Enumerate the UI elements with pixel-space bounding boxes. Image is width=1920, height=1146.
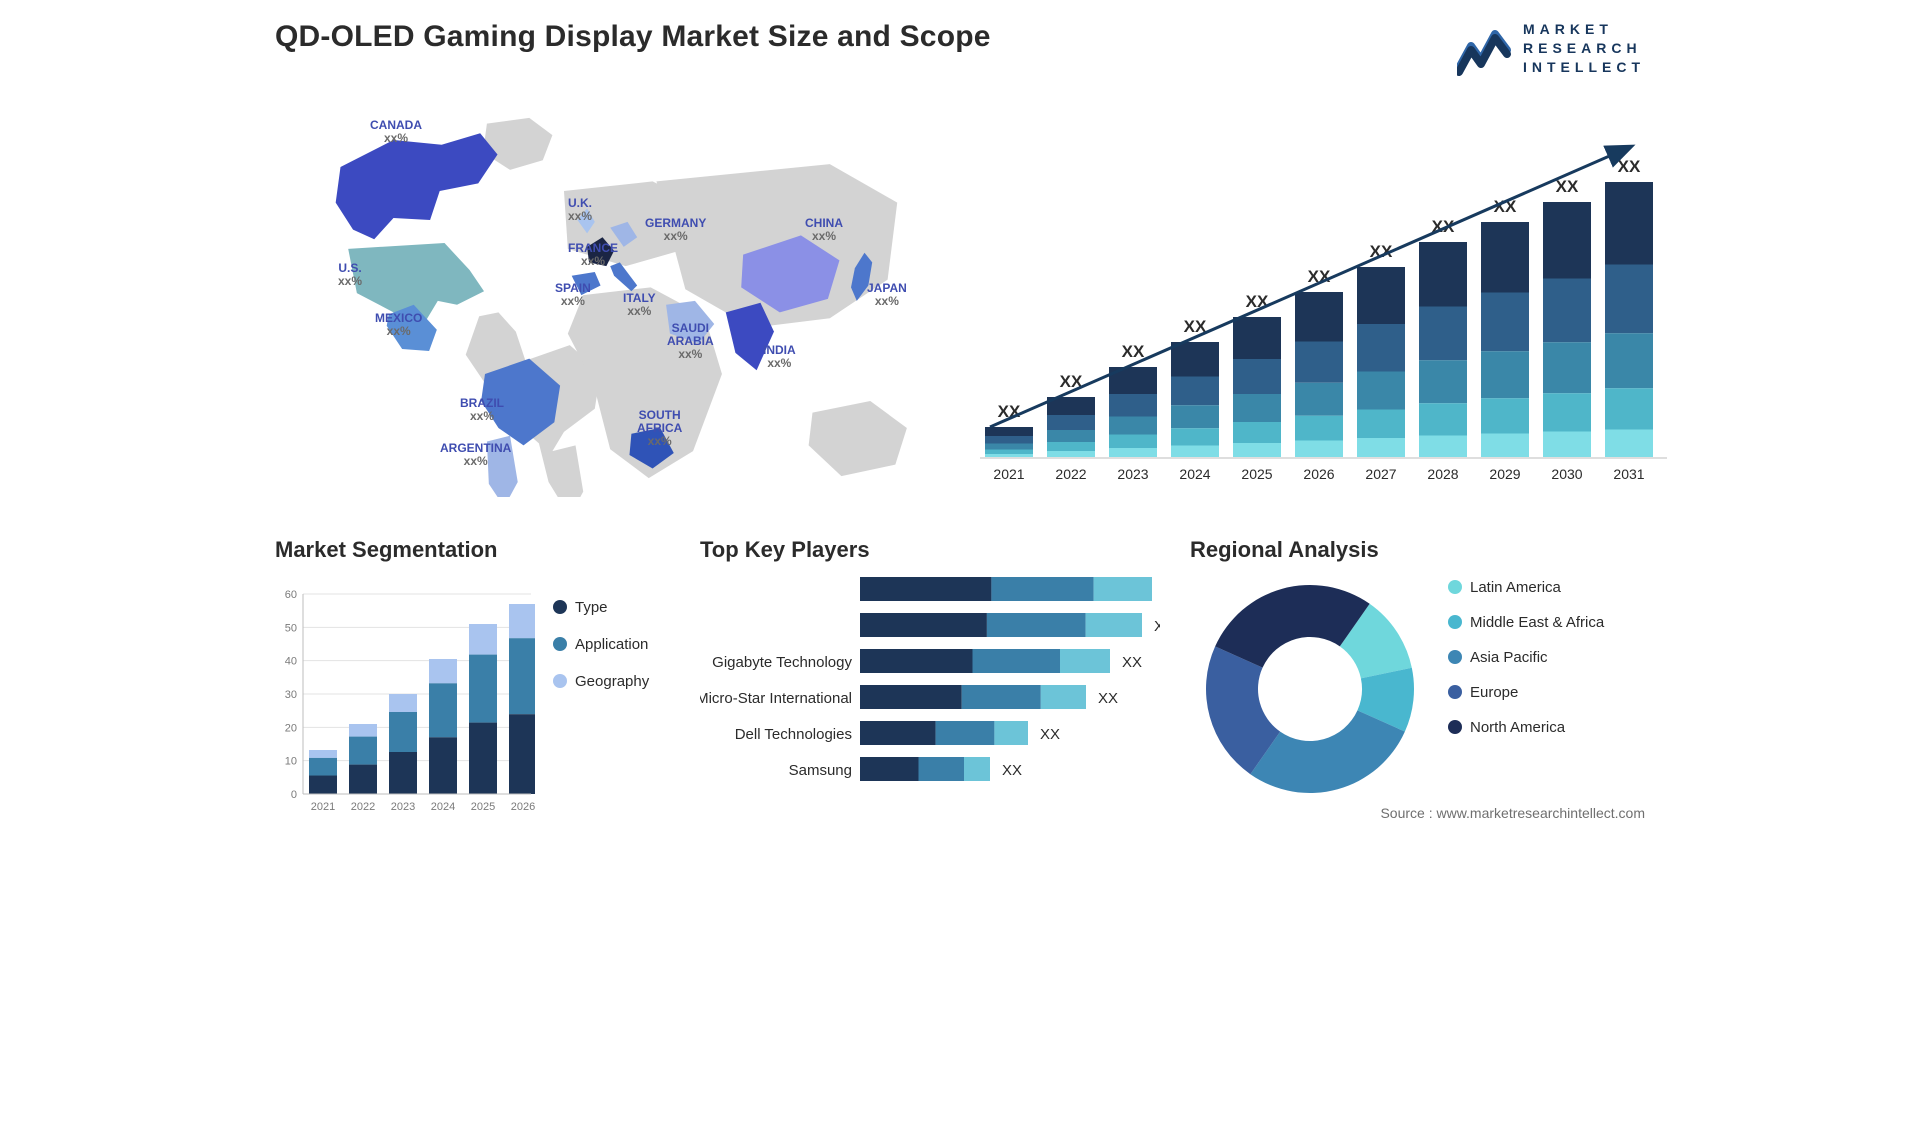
svg-text:40: 40 [285,655,297,667]
world-map-svg [275,97,930,497]
svg-text:XX: XX [1002,762,1022,779]
svg-text:50: 50 [285,622,297,634]
world-map-panel: CANADAxx% U.S.xx% MEXICOxx% BRAZILxx% ARGENT… [275,97,930,497]
legend-item: Geography [553,673,649,690]
svg-text:2031: 2031 [1613,466,1644,482]
svg-text:10: 10 [285,755,297,767]
svg-text:Samsung: Samsung [789,762,852,779]
legend-item: North America [1448,719,1604,736]
svg-text:2026: 2026 [511,801,535,813]
svg-text:2023: 2023 [391,801,415,813]
header-row: QD-OLED Gaming Display Market Size and S… [245,20,1675,87]
map-label: SPAINxx% [555,282,591,308]
brand-logo-text: MARKET RESEARCH INTELLECT [1523,20,1645,77]
top-row: CANADAxx% U.S.xx% MEXICOxx% BRAZILxx% ARGENT… [245,87,1675,517]
legend-item: Middle East & Africa [1448,614,1604,631]
svg-text:2024: 2024 [1179,466,1210,482]
top-players-title: Top Key Players [700,537,1160,563]
page-root: QD-OLED Gaming Display Market Size and S… [245,0,1675,819]
legend-item: Asia Pacific [1448,649,1604,666]
page-title: QD-OLED Gaming Display Market Size and S… [275,20,991,54]
svg-text:2022: 2022 [351,801,375,813]
map-label: CANADAxx% [370,119,422,145]
map-label: ITALYxx% [623,292,656,318]
svg-text:XX: XX [1040,726,1060,743]
top-players-svg: XX XX XX Gigabyte Technology XX Micro-Star In… [700,569,1160,819]
segmentation-legend: Type Application Geography [553,569,649,819]
svg-text:2021: 2021 [311,801,335,813]
svg-text:30: 30 [285,689,297,701]
map-label: MEXICOxx% [375,312,422,338]
svg-text:Dell Technologies: Dell Technologies [735,726,852,743]
regional-title: Regional Analysis [1190,537,1638,563]
svg-text:2025: 2025 [471,801,495,813]
legend-item: Latin America [1448,579,1604,596]
map-label: SOUTHAFRICAxx% [637,409,682,449]
forecast-bar-panel: XX2021XX2022XX2023XX2024XX2025XX2026XX20… [970,97,1670,497]
svg-text:2027: 2027 [1365,466,1396,482]
regional-legend: Latin America Middle East & Africa Asia Pa… [1448,569,1604,736]
svg-text:2025: 2025 [1241,466,1272,482]
svg-text:2023: 2023 [1117,466,1148,482]
svg-text:XX: XX [1618,157,1641,176]
legend-item: Type [553,599,649,616]
svg-text:20: 20 [285,722,297,734]
svg-text:0: 0 [291,789,297,801]
svg-text:2021: 2021 [993,466,1024,482]
svg-text:Micro-Star International: Micro-Star International [700,690,852,707]
map-label: CHINAxx% [805,217,843,243]
segmentation-svg: 0 10 20 30 40 50 60 2021 2022 2023 2024 2025 2026 [275,569,535,819]
svg-text:Gigabyte Technology: Gigabyte Technology [712,654,852,671]
legend-item: Europe [1448,684,1604,701]
source-line: Source : www.marketresearchintellect.com [1380,805,1645,821]
svg-text:2026: 2026 [1303,466,1334,482]
regional-panel: Regional Analysis Latin America Middle Ea… [1190,537,1638,819]
segmentation-title: Market Segmentation [275,537,670,563]
svg-text:XX: XX [1556,177,1579,196]
map-label: GERMANYxx% [645,217,706,243]
brand-logo-icon [1457,20,1515,76]
svg-text:2029: 2029 [1489,466,1520,482]
svg-text:2024: 2024 [431,801,455,813]
map-label: U.K.xx% [568,197,592,223]
segmentation-panel: Market Segmentation 0 10 20 30 40 50 60 2021 202… [275,537,670,819]
map-label: FRANCExx% [568,242,618,268]
legend-item: Application [553,636,649,653]
brand-logo: MARKET RESEARCH INTELLECT [1457,20,1645,77]
map-label: U.S.xx% [338,262,362,288]
svg-text:2030: 2030 [1551,466,1582,482]
svg-text:XX: XX [1098,690,1118,707]
svg-text:60: 60 [285,589,297,601]
map-label: INDIAxx% [763,344,796,370]
svg-text:XX: XX [1122,342,1145,361]
map-label: ARGENTINAxx% [440,442,511,468]
regional-donut-svg [1190,569,1430,809]
svg-text:XX: XX [1154,618,1160,635]
svg-text:XX: XX [1122,654,1142,671]
top-players-panel: Top Key Players XX XX XX Gigabyte Technolog… [700,537,1160,819]
map-label: JAPANxx% [867,282,907,308]
map-label: SAUDIARABIAxx% [667,322,714,362]
svg-text:XX: XX [1246,292,1269,311]
map-label: BRAZILxx% [460,397,504,423]
bottom-row: Market Segmentation 0 10 20 30 40 50 60 2021 202… [245,517,1675,819]
forecast-bar-svg: XX2021XX2022XX2023XX2024XX2025XX2026XX20… [970,97,1670,497]
svg-text:2028: 2028 [1427,466,1458,482]
svg-text:2022: 2022 [1055,466,1086,482]
